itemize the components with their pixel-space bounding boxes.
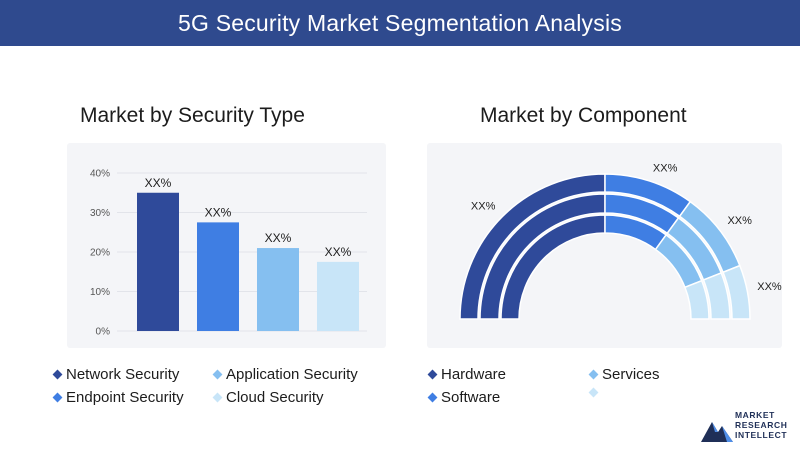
logo-line-3: INTELLECT [735,430,788,440]
y-tick-label: 0% [96,327,111,338]
logo-mountain-icon [701,422,733,442]
legend-swatch [427,369,438,380]
legend-item-software: Software [427,389,500,406]
bar [137,192,179,331]
legend-label: Application Security [226,366,358,383]
donut-segment [702,272,731,320]
y-tick-label: 10% [90,287,110,298]
legend-item-cloud-security: Cloud Security [212,389,324,406]
bar-data-label: XX% [145,176,172,190]
page-title: 5G Security Market Segmentation Analysis [178,9,622,36]
legend-swatch [588,369,599,380]
bar [317,261,359,331]
legend-label: Hardware [441,366,507,383]
bar-chart-title: Market by Security Type [80,104,305,127]
bar-data-label: XX% [205,205,232,219]
legend-swatch [212,369,223,380]
legend-label: Cloud Security [226,389,324,406]
bar [197,222,239,331]
donut-data-label: XX% [471,200,496,212]
y-tick-label: 30% [90,208,110,219]
donut-data-label: XX% [653,163,678,175]
bar-data-label: XX% [325,245,352,259]
bar-chart-card: 0% 10% 20% 30% 40% XX% XX% XX% XX% [67,143,386,348]
legend-item-application-security: Application Security [212,366,358,383]
header-banner: 5G Security Market Segmentation Analysis [0,0,800,46]
donut-chart-card: XX% XX% XX% XX% [427,143,782,348]
donut-chart: XX% XX% XX% XX% [459,163,782,320]
donut-chart-title: Market by Component [480,104,687,127]
market-research-intellect-logo: MARKET RESEARCH INTELLECT [700,410,796,444]
legend-item-other [588,387,602,398]
logo-text: MARKET RESEARCH INTELLECT [735,410,788,440]
legend-swatch [52,369,63,380]
bar-chart: 0% 10% 20% 30% 40% XX% XX% XX% XX% [90,169,367,338]
legend-label: Endpoint Security [66,389,184,406]
legend-item-network-security: Network Security [52,366,179,383]
donut-data-label: XX% [727,215,752,227]
legend-swatch [427,392,438,403]
logo-line-1: MARKET [735,410,775,420]
legend-swatch [212,392,223,403]
logo-line-2: RESEARCH [735,420,788,430]
legend-item-services: Services [588,366,660,383]
donut-segment [683,279,710,320]
legend-swatch [588,387,599,398]
legend-swatch [52,392,63,403]
bar-data-label: XX% [265,231,292,245]
donut-segment [722,264,751,320]
bar [257,248,299,331]
y-tick-label: 40% [90,169,110,180]
legend-label: Network Security [66,366,180,383]
legend-item-hardware: Hardware [427,366,506,383]
donut-data-label: XX% [757,281,782,293]
legend-label: Services [602,366,660,383]
legend-label: Software [441,389,501,406]
legend-item-endpoint-security: Endpoint Security [52,389,184,406]
y-tick-label: 20% [90,248,110,259]
